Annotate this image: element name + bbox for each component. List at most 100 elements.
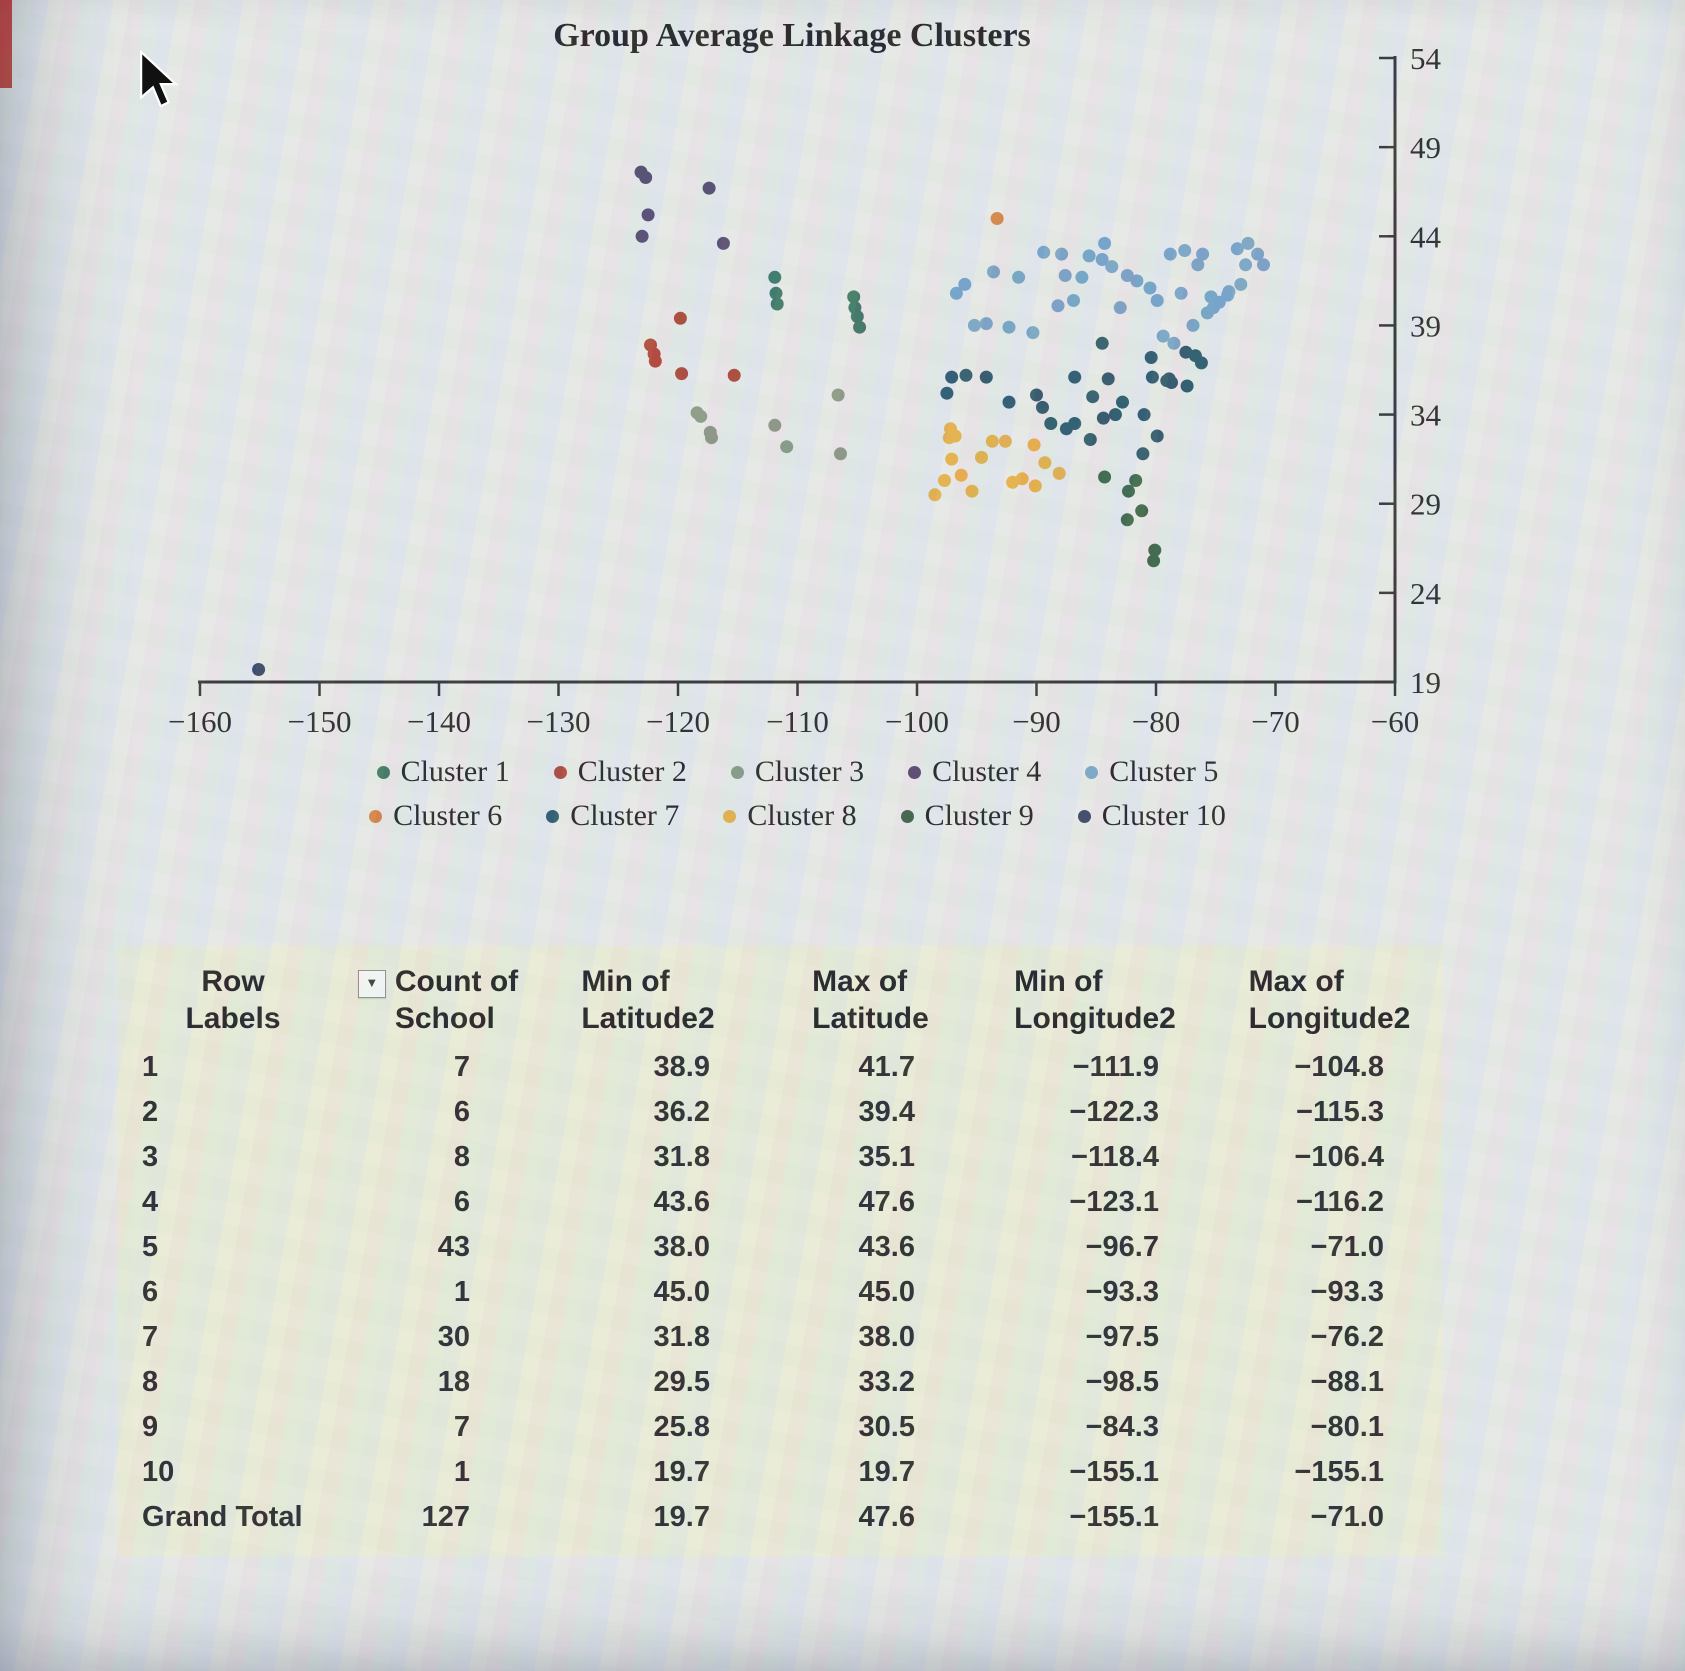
data-point [1137, 408, 1151, 422]
data-point [945, 370, 959, 384]
data-point [1068, 370, 1082, 384]
table-row: 1 7 38.9 41.7 −111.9 −104.8 [118, 1045, 1442, 1090]
legend-marker-icon [369, 809, 383, 823]
data-point [965, 484, 979, 498]
legend-label: Cluster 9 [924, 799, 1034, 832]
scatter-chart: Group Average Linkage Clusters −160 −150 −… [0, 0, 1685, 833]
value-cell: −71.0 [1310, 1231, 1384, 1264]
data-point [938, 474, 951, 487]
data-point [998, 434, 1012, 448]
legend-label: Cluster 7 [570, 799, 680, 832]
legend-marker-icon [908, 765, 922, 779]
x-tick-label: −60 [1371, 704, 1419, 739]
data-point [949, 286, 963, 300]
data-point [945, 452, 959, 466]
x-tick-label: −80 [1132, 704, 1180, 739]
data-point [1122, 484, 1135, 498]
row-label-cell: Grand Total [142, 1501, 303, 1534]
data-point [1058, 269, 1072, 282]
value-cell: −88.1 [1310, 1366, 1384, 1399]
value-cell: 127 [421, 1501, 470, 1534]
value-cell: 47.6 [858, 1501, 915, 1534]
data-point [944, 422, 957, 436]
x-tick-label: −70 [1251, 704, 1299, 739]
row-label-cell: 7 [142, 1321, 159, 1354]
data-point [1012, 270, 1026, 284]
value-cell: 7 [453, 1051, 470, 1084]
data-point [1067, 294, 1080, 307]
data-point [1167, 336, 1181, 350]
legend-label: Cluster 10 [1101, 799, 1226, 832]
y-tick-label: 34 [1410, 398, 1442, 433]
y-tick-label: 54 [1410, 41, 1442, 76]
legend-item: Cluster 9 [900, 799, 1034, 833]
column-header-label: Max of Longitude2 [1248, 965, 1411, 1035]
value-cell: −104.8 [1294, 1051, 1384, 1084]
legend-marker-icon [546, 809, 560, 823]
column-header: Max of Longitude2 [1217, 954, 1442, 1045]
legend-item: Cluster 5 [1085, 755, 1218, 789]
data-point [1002, 320, 1016, 334]
data-point [979, 317, 993, 331]
data-point [1038, 456, 1052, 470]
value-cell: 25.8 [653, 1411, 710, 1444]
value-cell: 38.0 [858, 1321, 915, 1354]
data-point [1095, 336, 1109, 350]
data-point [1163, 247, 1177, 261]
row-label-cell: 9 [142, 1411, 159, 1444]
value-cell: −111.9 [1072, 1051, 1159, 1084]
value-cell: −116.2 [1296, 1186, 1384, 1219]
data-point [648, 354, 662, 368]
x-tick-label: −140 [407, 704, 471, 739]
legend-marker-icon [900, 809, 914, 823]
value-cell: 19.7 [858, 1456, 915, 1489]
filter-dropdown-button[interactable]: ▼ [357, 970, 386, 998]
data-point [1145, 370, 1159, 384]
data-point [768, 270, 782, 284]
data-point [985, 434, 999, 448]
value-cell: −80.1 [1310, 1411, 1384, 1444]
mouse-cursor-icon [140, 50, 179, 108]
row-label-cell: 10 [142, 1456, 175, 1489]
data-point [834, 447, 847, 461]
value-cell: 45.0 [858, 1276, 915, 1309]
data-point [1095, 253, 1109, 266]
value-cell: 38.9 [653, 1051, 710, 1084]
row-label-cell: 6 [142, 1276, 159, 1309]
value-cell: 43.6 [858, 1231, 915, 1264]
value-cell: −76.2 [1310, 1321, 1384, 1354]
value-cell: −155.1 [1069, 1456, 1159, 1489]
value-cell: 33.2 [858, 1366, 915, 1399]
value-cell: −123.1 [1069, 1186, 1159, 1219]
value-cell: 6 [453, 1096, 470, 1129]
legend-item: Cluster 3 [730, 755, 864, 789]
legend-marker-icon [1077, 809, 1091, 823]
value-cell: −84.3 [1085, 1411, 1159, 1444]
data-point [1044, 417, 1058, 430]
legend-marker-icon [376, 765, 390, 779]
value-cell: 43.6 [653, 1186, 710, 1219]
data-point [1204, 290, 1218, 304]
data-point [1030, 388, 1043, 402]
column-header: Min of Latitude2 [528, 954, 768, 1045]
value-cell: 31.8 [653, 1321, 710, 1354]
x-tick-label: −100 [885, 704, 949, 739]
column-header-label: Row Labels [185, 965, 281, 1035]
value-cell: −93.3 [1085, 1276, 1159, 1309]
table-row: 5 43 38.0 43.6 −96.7 −71.0 [118, 1225, 1442, 1270]
data-point [979, 370, 993, 384]
value-cell: 1 [453, 1456, 470, 1489]
data-point [1251, 247, 1265, 261]
value-cell: −122.3 [1069, 1096, 1159, 1129]
data-point [1241, 236, 1255, 250]
data-point [1239, 258, 1253, 272]
legend-item: Cluster 6 [369, 799, 502, 833]
data-point [1165, 376, 1178, 389]
value-cell: −155.1 [1294, 1456, 1384, 1489]
data-point [770, 297, 784, 311]
column-header: Min of Longitude2 [973, 954, 1217, 1045]
legend-label: Cluster 5 [1109, 755, 1219, 788]
data-point [1150, 294, 1164, 307]
value-cell: −93.3 [1310, 1276, 1384, 1309]
data-point [1086, 390, 1100, 404]
